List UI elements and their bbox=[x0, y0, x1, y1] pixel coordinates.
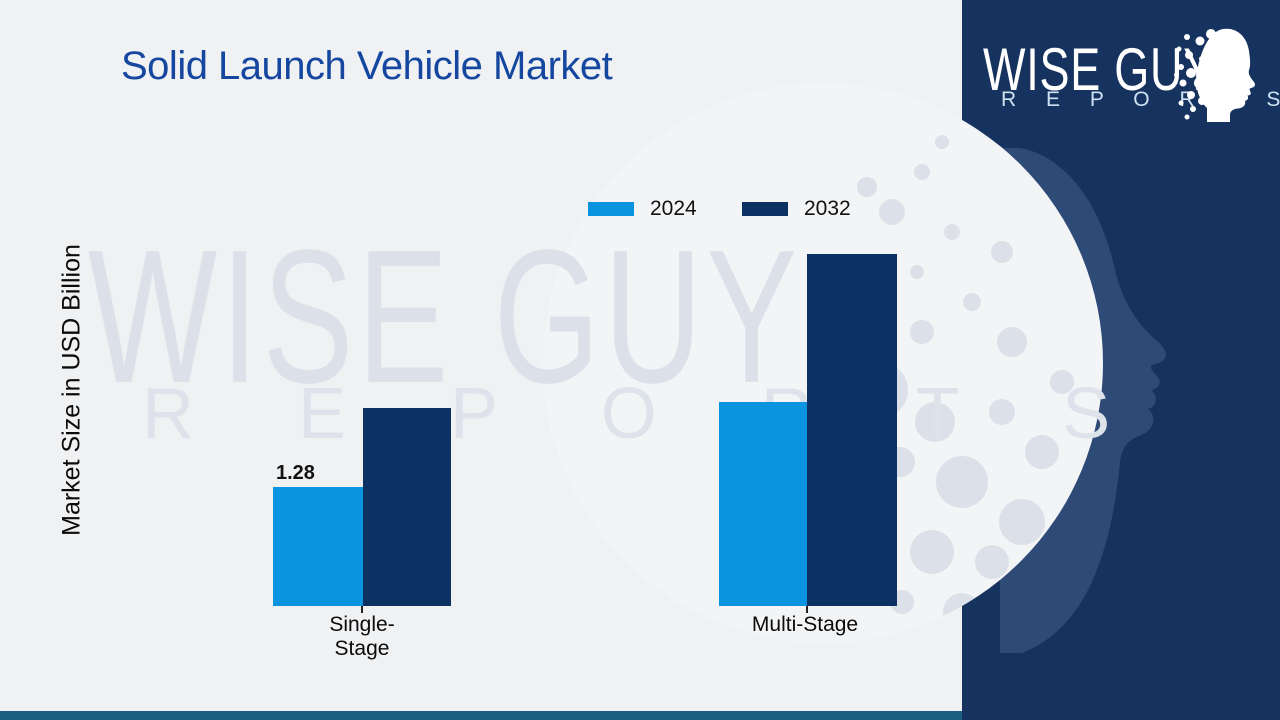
bar-multi-stage-2032 bbox=[807, 254, 897, 606]
bar-multi-stage-2024 bbox=[719, 402, 807, 606]
x-axis-tick-single bbox=[361, 606, 363, 613]
legend-label-2024: 2024 bbox=[650, 197, 697, 220]
x-tick-label-multi-line1: Multi-Stage bbox=[751, 613, 859, 636]
x-tick-label-single-line2: Stage bbox=[334, 637, 390, 660]
legend-swatch-2032 bbox=[742, 202, 788, 216]
logo-wordmark: WISE GUY bbox=[983, 36, 1215, 103]
bar-single-stage-2024 bbox=[273, 487, 363, 606]
x-tick-label-single-line1: Single- bbox=[329, 613, 395, 636]
bar-single-stage-2032 bbox=[363, 408, 451, 606]
bottom-accent-strip bbox=[0, 711, 962, 720]
x-axis-tick-multi bbox=[806, 606, 808, 613]
page-title: Solid Launch Vehicle Market bbox=[121, 44, 613, 88]
legend-swatch-2024 bbox=[588, 202, 634, 216]
x-tick-label-multi-stage: Multi-Stage bbox=[725, 613, 885, 637]
legend-item-2032: 2032 bbox=[742, 194, 851, 224]
head-profile-icon bbox=[1174, 28, 1255, 122]
x-tick-label-single-stage: Single- Stage bbox=[302, 613, 422, 661]
bar-value-label: 1.28 bbox=[276, 462, 315, 484]
legend-label-2032: 2032 bbox=[804, 197, 851, 220]
legend-item-2024: 2024 bbox=[588, 194, 697, 224]
y-axis-label: Market Size in USD Billion bbox=[57, 244, 86, 536]
